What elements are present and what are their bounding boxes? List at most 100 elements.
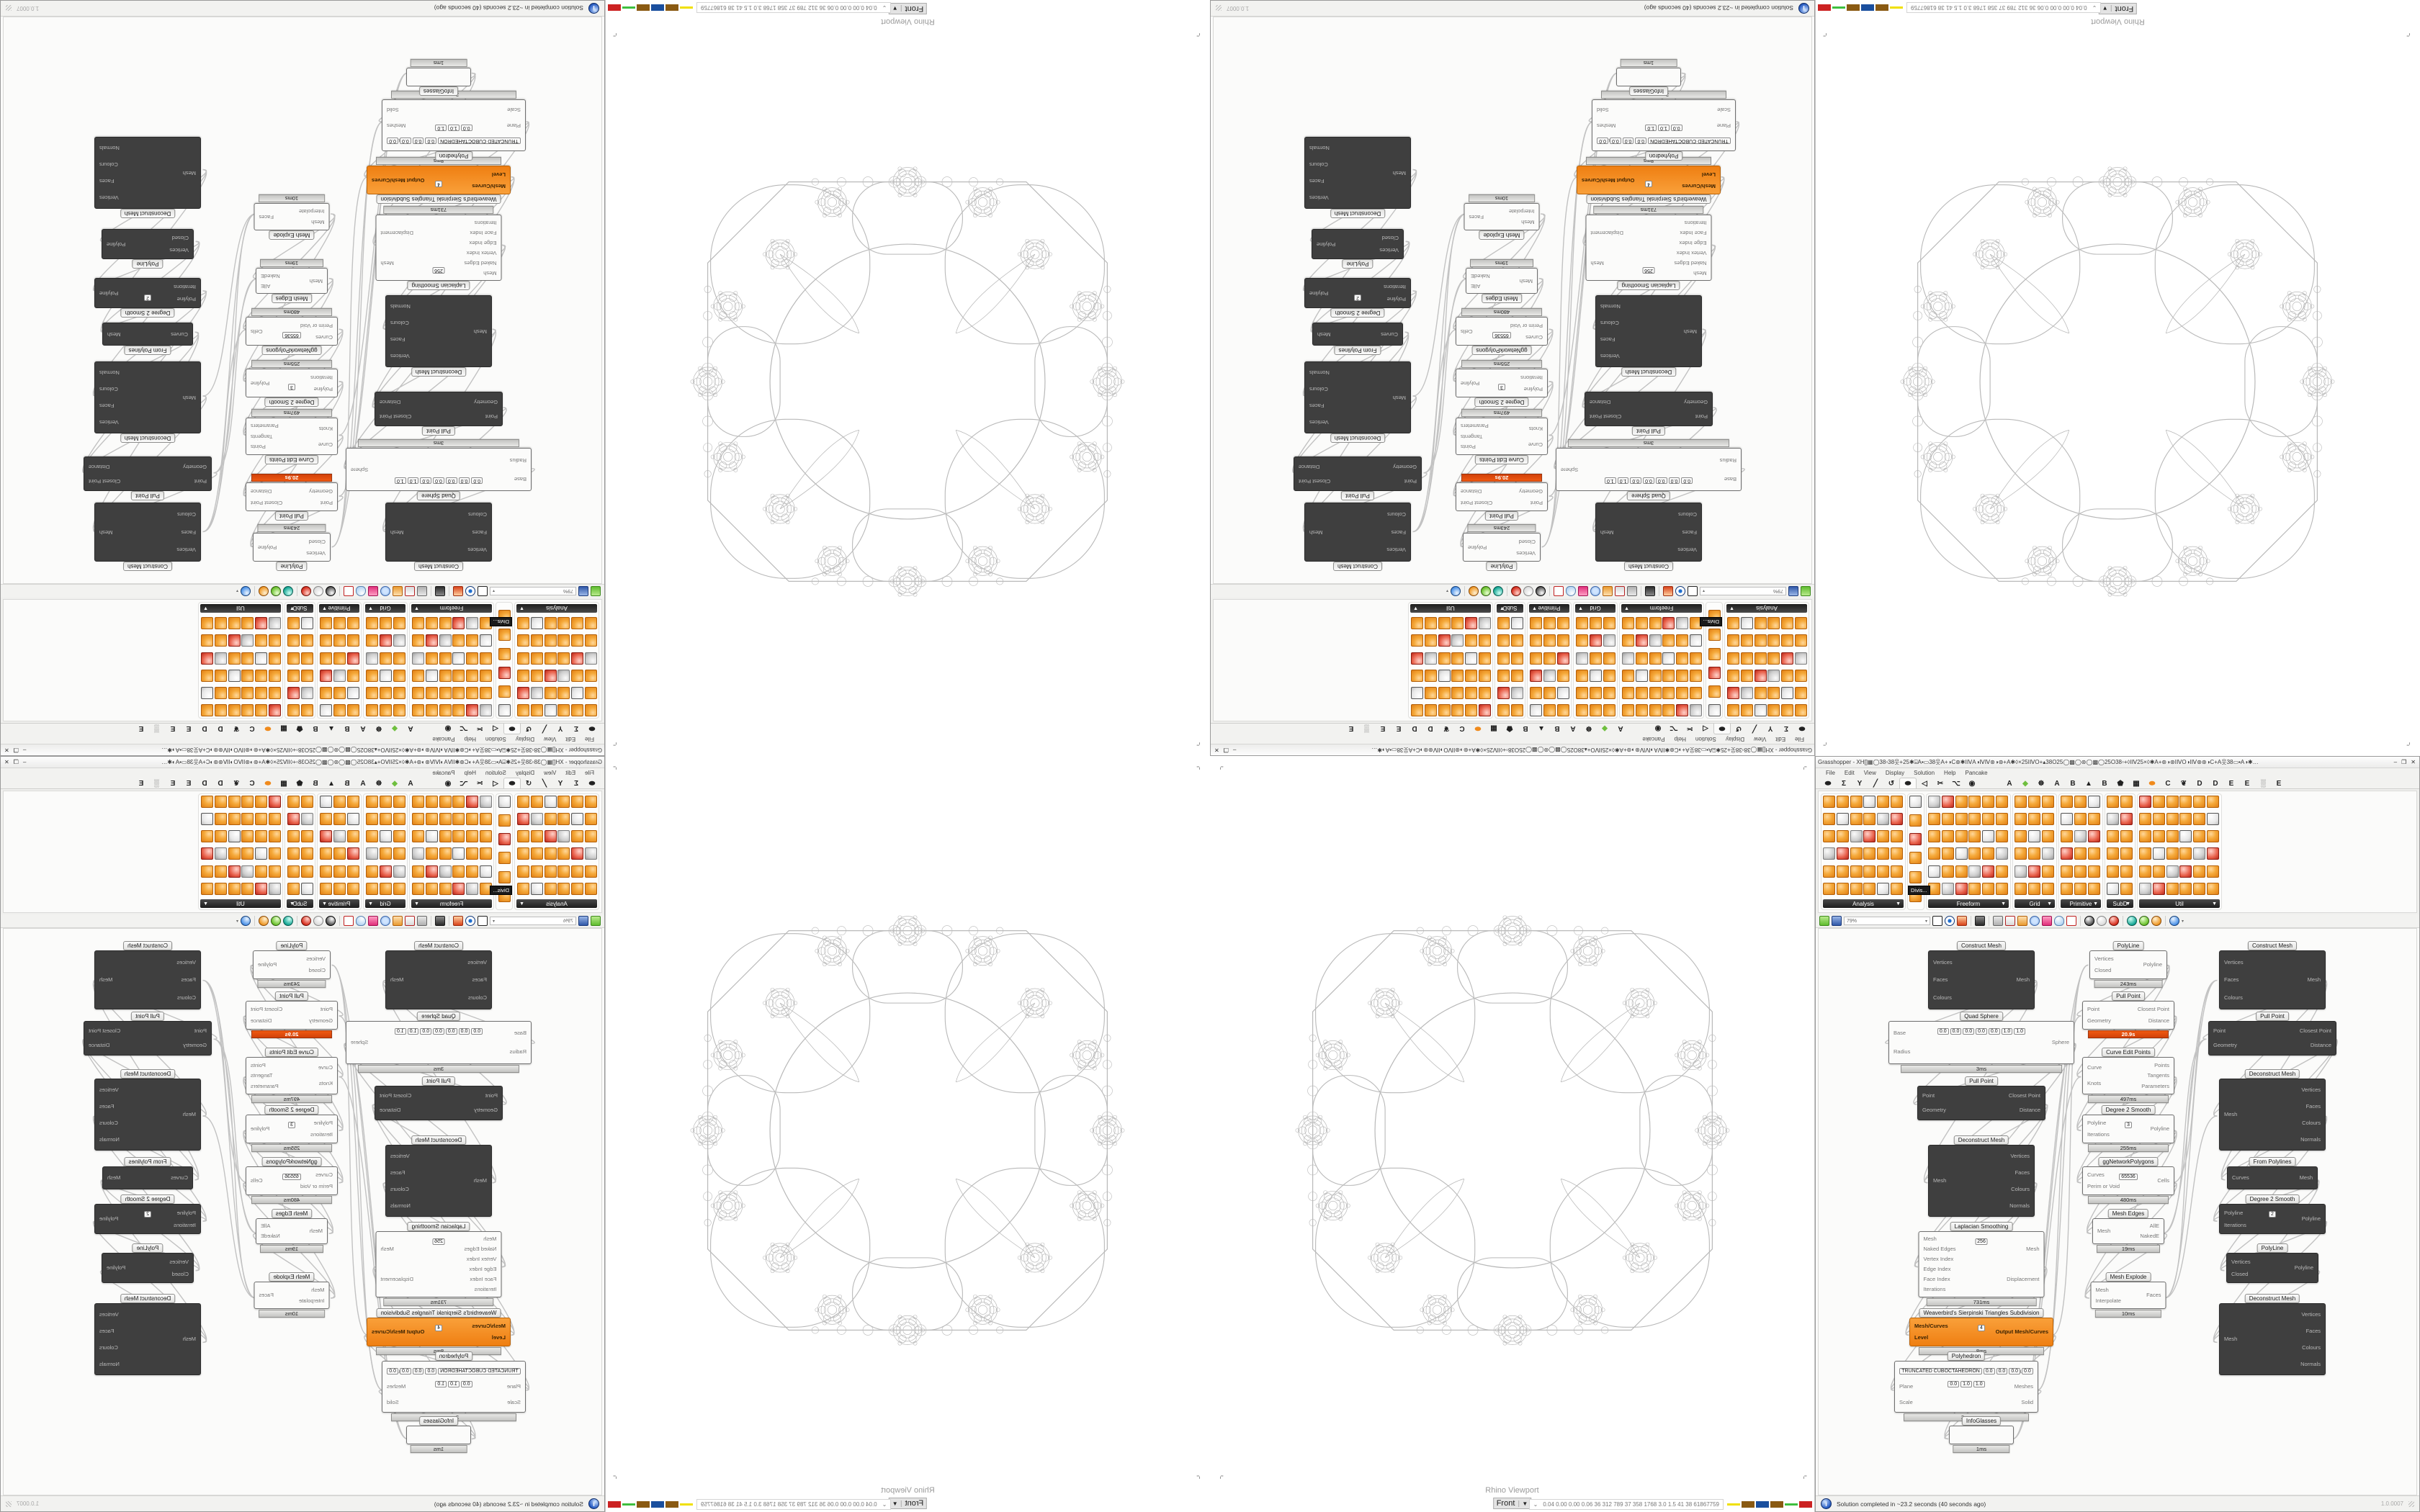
palette-component-icon[interactable] (1424, 617, 1437, 630)
palette-component-icon[interactable] (425, 669, 438, 682)
palette-component-icon[interactable] (301, 847, 313, 860)
ribbon-tab[interactable]: ◆ (2022, 779, 2028, 788)
ribbon-tab[interactable]: Υ (1857, 779, 1863, 788)
palette-component-icon[interactable] (380, 796, 392, 808)
ribbon-tab[interactable]: D (218, 779, 223, 788)
palette-component-icon[interactable] (1603, 686, 1615, 699)
palette-component-icon[interactable] (1909, 870, 1922, 883)
palette-component-icon[interactable] (1438, 652, 1451, 665)
canvas-toolbar[interactable]: 79% ▾ (1211, 584, 1814, 598)
ribbon-tab[interactable]: Υ (557, 779, 563, 788)
palette-component-icon[interactable] (269, 830, 281, 843)
ribbon-tab[interactable]: ◆ (392, 724, 398, 733)
node-input-port[interactable]: Point (1695, 413, 1708, 420)
palette-group-label[interactable]: Util ▼ (200, 899, 281, 908)
palette-component-icon[interactable] (557, 652, 570, 665)
preview-eye-icon[interactable] (465, 916, 475, 926)
node-caption[interactable]: Construct Mesh (122, 562, 173, 571)
node-input-port[interactable]: Faces (181, 528, 196, 536)
palette-component-icon[interactable] (1649, 634, 1662, 647)
node-input-port[interactable]: Iterations (310, 374, 333, 381)
gh-node[interactable]: Point Geometry Closest Point Distance (84, 1021, 212, 1056)
chevron-down-icon[interactable]: ▼ (1532, 606, 1537, 611)
palette-component-icon[interactable] (2193, 813, 2206, 826)
ribbon-tab[interactable]: ↺ (1888, 779, 1895, 788)
ribbon-tab[interactable]: E (138, 779, 144, 788)
preview-eye-icon[interactable] (1675, 586, 1685, 596)
zoom-level-combo[interactable]: 79% ▾ (490, 917, 576, 925)
node-input-port[interactable]: Radius (1719, 456, 1736, 464)
gh-node[interactable]: Vertices Faces Colours Mesh (1304, 503, 1411, 562)
node-input-port[interactable]: Closed (1381, 235, 1399, 242)
white-sphere-icon[interactable] (313, 586, 323, 596)
node-input-port[interactable]: Point (1530, 499, 1543, 506)
palette-component-icon[interactable] (1996, 847, 2009, 860)
gh-node[interactable]: Mesh Vertices Faces Colours Normals (385, 295, 492, 367)
palette-component-icon[interactable] (1823, 813, 1835, 826)
ribbon-tab[interactable]: ╱ (542, 779, 547, 788)
node-caption[interactable]: Deconstruct Mesh (120, 433, 176, 443)
palette-component-icon[interactable] (1955, 847, 1968, 860)
node-input-port[interactable]: Mesh (1392, 394, 1406, 401)
palette-component-icon[interactable] (2193, 847, 2206, 860)
palette-component-icon[interactable] (1836, 847, 1849, 860)
palette-component-icon[interactable] (269, 652, 281, 665)
palette-component-icon[interactable] (1909, 852, 1922, 865)
palette-component-icon[interactable] (380, 847, 392, 860)
palette-component-icon[interactable] (333, 704, 346, 716)
menu-item[interactable]: Display (515, 770, 535, 776)
palette-component-icon[interactable] (1465, 617, 1478, 630)
node-input-port[interactable]: Geometry (2213, 1042, 2237, 1049)
palette-group-label[interactable]: SubD ▼ (287, 899, 313, 908)
node-input-port[interactable]: Point (194, 1027, 207, 1035)
gh-node[interactable]: Curve Knots Points Tangents Parameters (1456, 418, 1548, 455)
node-output-port[interactable]: Polyline (99, 289, 119, 297)
palette-component-icon[interactable] (366, 882, 378, 895)
node-input-port[interactable]: Closed (171, 1270, 189, 1277)
red-sphere-icon[interactable] (301, 916, 311, 926)
palette-component-icon[interactable] (2088, 865, 2100, 878)
color-swatch[interactable] (651, 4, 664, 12)
document-icon[interactable] (2017, 916, 2027, 926)
menu-item[interactable]: Pancake (1965, 770, 1988, 776)
palette-component-icon[interactable] (393, 796, 405, 808)
rhino-viewport[interactable]: ⌌ ⌌ ⌌ ⌌ Rhino Viewport Front ▼ ⌄ 0.04 0.… (605, 0, 1210, 756)
palette-component-icon[interactable] (1996, 830, 2009, 843)
white-sphere-icon[interactable] (313, 916, 323, 926)
palette-component-icon[interactable] (1451, 634, 1464, 647)
palette-component-icon[interactable] (1543, 704, 1556, 716)
node-input-port[interactable]: Mesh (311, 219, 325, 226)
palette-group-label[interactable]: Freeform ▼ (1928, 899, 2009, 908)
ribbon-tab-strip[interactable]: ⬬ Σ Υ ╱ ↺ ⬬ ◁ ✂ ⌥ ◉ A ◆ ☸ A B ▲ B ⬟ ▦ ⬬ C ❦ D D E E ░ E (1816, 778, 2419, 789)
palette-component-icon[interactable] (1557, 634, 1569, 647)
palette-component-icon[interactable] (2088, 813, 2100, 826)
palette-component-icon[interactable] (452, 830, 465, 843)
component-palette[interactable]: Analysis ▼ Freeform ▼ Grid ▼ Primitive ▼ SubD ▼ Ut… (1213, 599, 1812, 721)
palette-component-icon[interactable] (1909, 796, 1922, 808)
palette-component-icon[interactable] (439, 652, 452, 665)
chevron-down-icon[interactable]: ▼ (414, 606, 419, 611)
palette-component-icon[interactable] (1795, 617, 1807, 630)
rhino-viewport[interactable]: ⌌ ⌌ ⌌ ⌌ Rhino Viewport Front ▼ ⌄ 0.04 0.… (1815, 0, 2420, 756)
node-caption[interactable]: Curve Edit Points (265, 1048, 318, 1057)
node-output-port[interactable]: Colours (1600, 320, 1619, 327)
palette-component-icon[interactable] (1451, 617, 1464, 630)
palette-component-icon[interactable] (1740, 686, 1753, 699)
node-canvas[interactable]: Construct Mesh Vertices Faces Colours Mesh Qu… (1816, 928, 2419, 1495)
palette-component-icon[interactable] (2107, 830, 2119, 843)
node-output-port[interactable]: Mesh (1590, 259, 1604, 266)
preview-eye-icon[interactable] (465, 586, 475, 596)
palette-component-icon[interactable] (1530, 686, 1542, 699)
node-output-port[interactable]: Normals (99, 1360, 120, 1367)
resize-grip[interactable] (6, 5, 12, 12)
node-caption[interactable]: InfoGlasses (418, 86, 459, 96)
node-output-port[interactable]: Normals (2009, 1202, 2030, 1209)
palette-component-icon[interactable] (2139, 830, 2151, 843)
palette-component-icon[interactable] (1424, 652, 1437, 665)
palette-component-icon[interactable] (480, 686, 492, 699)
bake-icon[interactable] (1957, 916, 1967, 926)
palette-component-icon[interactable] (1708, 647, 1721, 660)
palette-component-icon[interactable] (585, 813, 597, 826)
palette-component-icon[interactable] (214, 652, 227, 665)
palette-component-icon[interactable] (1740, 652, 1753, 665)
